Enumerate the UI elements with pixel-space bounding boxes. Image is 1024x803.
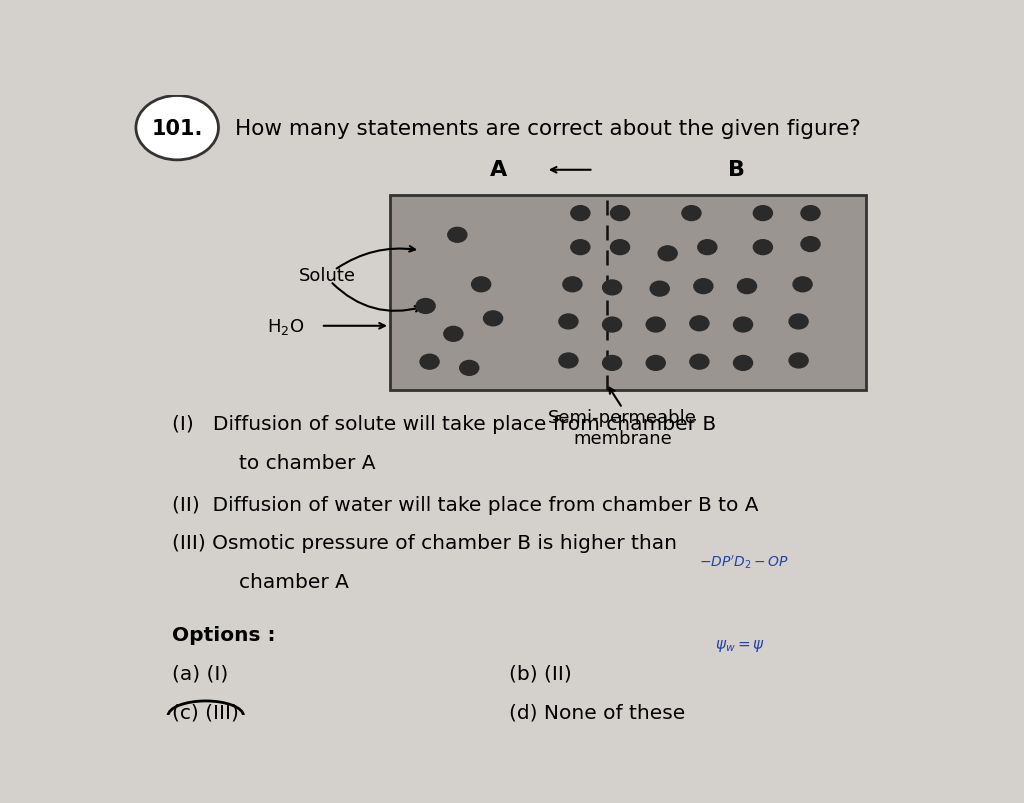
Circle shape bbox=[694, 279, 713, 294]
Circle shape bbox=[443, 327, 463, 342]
Circle shape bbox=[793, 278, 812, 292]
Text: (III) Osmotic pressure of chamber B is higher than: (III) Osmotic pressure of chamber B is h… bbox=[172, 534, 677, 552]
Circle shape bbox=[690, 355, 709, 369]
Circle shape bbox=[697, 240, 717, 255]
Text: B: B bbox=[728, 160, 744, 180]
Circle shape bbox=[658, 247, 677, 262]
Text: H$_2$O: H$_2$O bbox=[267, 316, 304, 336]
Text: Semi-permeable
membrane: Semi-permeable membrane bbox=[548, 409, 697, 447]
Circle shape bbox=[610, 206, 630, 222]
Text: (II)  Diffusion of water will take place from chamber B to A: (II) Diffusion of water will take place … bbox=[172, 495, 758, 514]
Circle shape bbox=[610, 240, 630, 255]
Circle shape bbox=[483, 312, 503, 326]
Circle shape bbox=[754, 240, 772, 255]
Circle shape bbox=[136, 96, 218, 161]
Text: chamber A: chamber A bbox=[240, 572, 349, 591]
Text: Solute: Solute bbox=[299, 267, 355, 284]
Text: (b) (II): (b) (II) bbox=[509, 664, 571, 683]
Circle shape bbox=[650, 282, 670, 296]
Circle shape bbox=[563, 278, 582, 292]
Circle shape bbox=[733, 356, 753, 371]
Circle shape bbox=[801, 238, 820, 252]
Circle shape bbox=[570, 240, 590, 255]
Text: $\psi_w = \psi$: $\psi_w = \psi$ bbox=[715, 637, 766, 653]
Text: 101.: 101. bbox=[152, 119, 203, 138]
Circle shape bbox=[447, 228, 467, 243]
Text: $- DP'D_2 - OP$: $- DP'D_2 - OP$ bbox=[699, 552, 790, 570]
Circle shape bbox=[646, 356, 666, 371]
Text: Options :: Options : bbox=[172, 626, 275, 645]
Circle shape bbox=[602, 318, 622, 332]
Circle shape bbox=[790, 353, 808, 369]
Circle shape bbox=[460, 361, 479, 376]
Circle shape bbox=[570, 206, 590, 222]
Circle shape bbox=[559, 315, 578, 329]
Text: (I)   Diffusion of solute will take place from chamber B: (I) Diffusion of solute will take place … bbox=[172, 415, 716, 434]
Bar bbox=[390, 195, 866, 390]
Circle shape bbox=[602, 280, 622, 296]
Circle shape bbox=[754, 206, 772, 222]
Circle shape bbox=[690, 316, 709, 332]
Text: How many statements are correct about the given figure?: How many statements are correct about th… bbox=[236, 119, 861, 138]
Circle shape bbox=[472, 278, 490, 292]
Circle shape bbox=[801, 206, 820, 222]
Circle shape bbox=[790, 315, 808, 329]
Circle shape bbox=[602, 356, 622, 371]
Circle shape bbox=[559, 353, 578, 369]
Text: (a) (I): (a) (I) bbox=[172, 664, 228, 683]
Text: (c) (III): (c) (III) bbox=[172, 703, 239, 721]
Text: to chamber A: to chamber A bbox=[240, 453, 376, 472]
Text: A: A bbox=[489, 160, 507, 180]
Circle shape bbox=[733, 318, 753, 332]
Circle shape bbox=[682, 206, 701, 222]
Circle shape bbox=[737, 279, 757, 294]
Circle shape bbox=[646, 318, 666, 332]
Circle shape bbox=[416, 300, 435, 314]
Circle shape bbox=[420, 355, 439, 369]
Text: (d) None of these: (d) None of these bbox=[509, 703, 685, 721]
